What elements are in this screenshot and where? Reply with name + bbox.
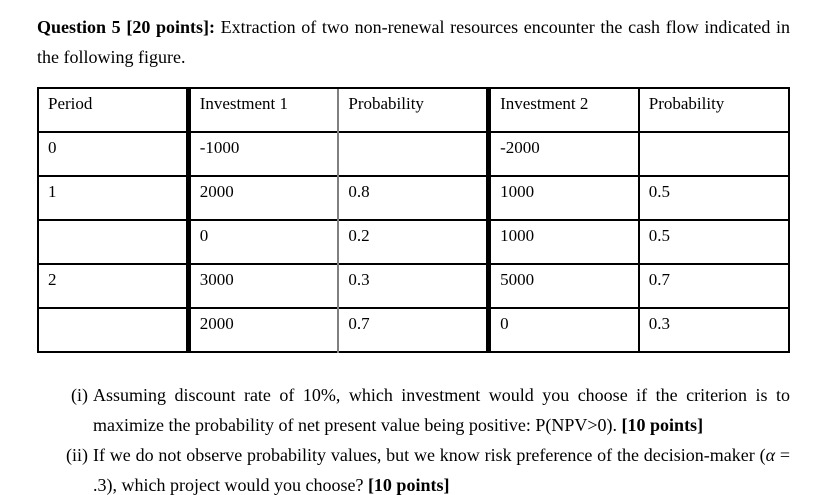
question-label: Question 5 [20 points]: [37, 17, 215, 37]
table-cell: 0 [185, 219, 339, 264]
table-row: 1 2000 0.8 1000 0.5 [38, 175, 789, 220]
subquestion-i-marker: (i) [71, 385, 88, 405]
table-cell: 0 [486, 307, 639, 352]
table-cell [637, 131, 789, 176]
column-header-investment-2: Investment 2 [486, 87, 639, 132]
column-header-investment-1: Investment 1 [185, 87, 339, 132]
table-cell: 0.7 [337, 307, 489, 352]
question-text: Extraction of two non-renewal resources … [37, 17, 790, 67]
table-cell: 2000 [185, 175, 339, 220]
subquestion-ii-points: [10 points] [367, 475, 450, 495]
table-row: 0 0.2 1000 0.5 [38, 219, 789, 264]
table-cell: 0.3 [337, 263, 489, 308]
table-cell: 1000 [486, 175, 639, 220]
question-heading: Question 5 [20 points]: Extraction of tw… [37, 12, 790, 72]
table-cell: 2000 [185, 307, 339, 352]
table-cell: 5000 [486, 263, 639, 308]
subquestion-ii-marker: (ii) [66, 445, 88, 465]
table-cell: 0.2 [337, 219, 489, 264]
column-header-period: Period [38, 87, 189, 132]
table-cell: -2000 [486, 131, 639, 176]
subquestion-i: (i) Assuming discount rate of 10%, which… [37, 380, 790, 440]
table-cell [38, 307, 189, 352]
table-cell: -1000 [185, 131, 339, 176]
subquestion-ii-text: If we do not observe probability values,… [93, 440, 790, 495]
table-row: 2000 0.7 0 0.3 [38, 307, 789, 352]
table-cell: 0 [38, 131, 189, 176]
subquestion-list: (i) Assuming discount rate of 10%, which… [37, 380, 790, 495]
column-header-probability-1: Probability [337, 87, 489, 132]
table-header-row: Period Investment 1 Probability Investme… [38, 87, 789, 132]
subquestion-ii: (ii) If we do not observe probability va… [37, 440, 790, 495]
table-cell: 1 [38, 175, 189, 220]
table-cell [38, 219, 189, 264]
table-row: 0 -1000 -2000 [38, 131, 789, 176]
subquestion-i-text: Assuming discount rate of 10%, which inv… [93, 380, 790, 440]
table-cell: 0.5 [637, 219, 789, 264]
table-cell: 0.5 [637, 175, 789, 220]
cashflow-table: Period Investment 1 Probability Investme… [37, 87, 790, 353]
alpha-symbol: α [765, 445, 776, 465]
table-row: 2 3000 0.3 5000 0.7 [38, 263, 789, 308]
subquestion-ii-body-start: If we do not observe probability values,… [93, 445, 766, 465]
table-cell: 0.8 [337, 175, 489, 220]
subquestion-i-body: Assuming discount rate of 10%, which inv… [93, 385, 790, 435]
table-cell: 0.7 [637, 263, 789, 308]
column-header-probability-2: Probability [637, 87, 789, 132]
table-cell [337, 131, 489, 176]
subquestion-i-points: [10 points] [621, 415, 704, 435]
table-cell: 1000 [486, 219, 639, 264]
subquestion-ii-body-end: = .3), which project would you choose? [93, 445, 791, 495]
table-cell: 2 [38, 263, 189, 308]
table-cell: 0.3 [637, 307, 789, 352]
table-cell: 3000 [185, 263, 339, 308]
